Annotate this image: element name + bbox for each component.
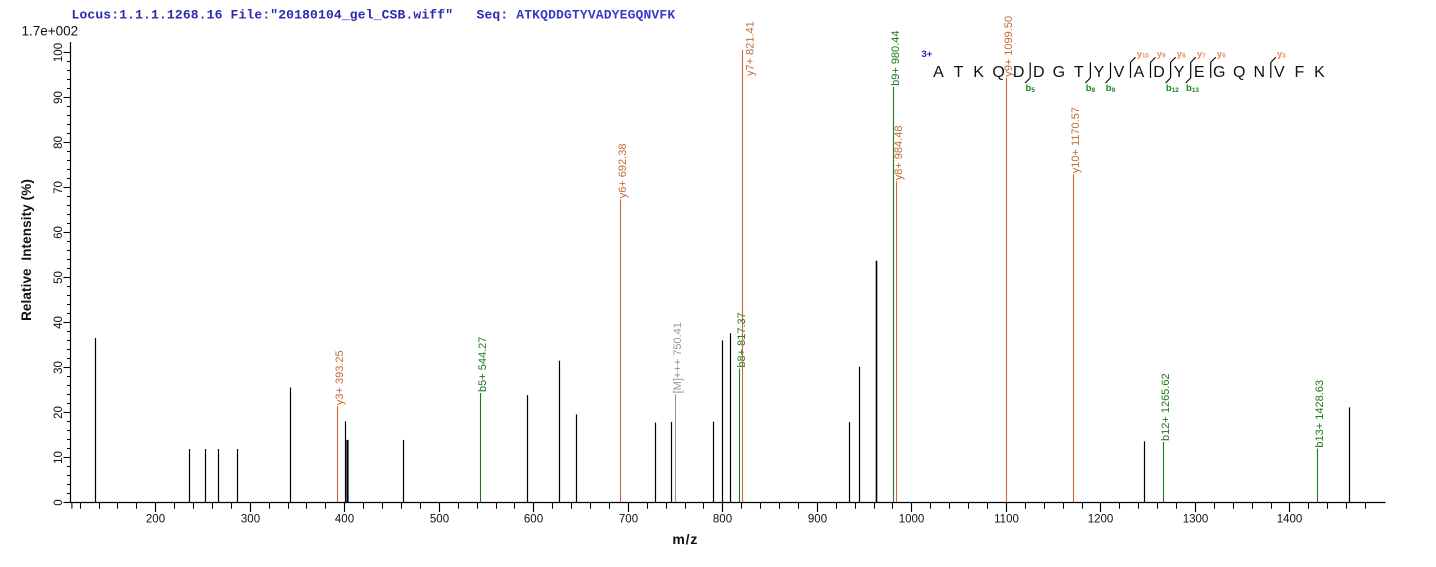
svg-text:b13+ 1428.63: b13+ 1428.63 — [1314, 380, 1326, 448]
svg-text:3+: 3+ — [922, 49, 933, 60]
svg-text:700: 700 — [619, 514, 638, 526]
svg-text:D: D — [1153, 64, 1165, 81]
svg-text:80: 80 — [53, 136, 65, 149]
svg-text:y3+ 393.25: y3+ 393.25 — [334, 350, 346, 405]
svg-text:1000: 1000 — [899, 514, 925, 526]
svg-text:30: 30 — [53, 361, 65, 374]
svg-text:b5+ 544.27: b5+ 544.27 — [477, 337, 489, 392]
svg-text:b12: b12 — [1166, 83, 1179, 94]
svg-text:50: 50 — [53, 271, 65, 284]
svg-text:[M]+++ 750.41: [M]+++ 750.41 — [672, 322, 684, 393]
svg-text:y8: y8 — [1177, 49, 1186, 60]
svg-text:Q: Q — [1233, 64, 1245, 81]
svg-text:K: K — [1314, 64, 1325, 81]
svg-text:b12+ 1265.62: b12+ 1265.62 — [1160, 373, 1172, 441]
svg-text:Relative Intensity (%): Relative Intensity (%) — [19, 179, 34, 321]
svg-text:K: K — [973, 64, 984, 81]
svg-text:y3: y3 — [1277, 49, 1286, 60]
svg-text:70: 70 — [53, 181, 65, 194]
svg-text:G: G — [1053, 64, 1065, 81]
svg-text:y9: y9 — [1157, 49, 1166, 60]
svg-text:90: 90 — [53, 91, 65, 104]
svg-text:y7+ 821.41: y7+ 821.41 — [744, 21, 756, 76]
svg-text:20: 20 — [53, 406, 65, 419]
svg-text:400: 400 — [335, 514, 354, 526]
svg-text:V: V — [1274, 64, 1285, 81]
svg-text:y6: y6 — [1217, 49, 1226, 60]
svg-text:b13: b13 — [1186, 83, 1199, 94]
svg-text:40: 40 — [53, 316, 65, 329]
svg-text:N: N — [1254, 64, 1266, 81]
svg-text:V: V — [1114, 64, 1125, 81]
svg-text:200: 200 — [146, 514, 165, 526]
svg-text:D: D — [1013, 64, 1025, 81]
svg-text:b9+ 980.44: b9+ 980.44 — [890, 31, 902, 86]
svg-text:m/z: m/z — [672, 531, 698, 547]
svg-text:y8+ 984.48: y8+ 984.48 — [893, 126, 905, 181]
svg-text:1400: 1400 — [1277, 514, 1303, 526]
svg-text:y7: y7 — [1197, 49, 1206, 60]
svg-text:y10+ 1170.57: y10+ 1170.57 — [1070, 107, 1082, 173]
svg-text:1100: 1100 — [994, 514, 1019, 526]
svg-text:D: D — [1033, 64, 1045, 81]
svg-text:y6+ 692.38: y6+ 692.38 — [617, 144, 629, 199]
svg-text:G: G — [1213, 64, 1225, 81]
svg-text:Y: Y — [1174, 64, 1185, 81]
svg-text:b9: b9 — [1106, 83, 1116, 94]
svg-text:Q: Q — [992, 64, 1004, 81]
svg-text:Locus:1.1.1.1268.16 File:"2018: Locus:1.1.1.1268.16 File:"20180104_gel_C… — [72, 8, 454, 23]
svg-text:T: T — [954, 64, 964, 81]
svg-text:A: A — [933, 64, 944, 81]
svg-text:1.7e+002: 1.7e+002 — [22, 24, 79, 39]
svg-text:b5: b5 — [1026, 83, 1036, 94]
svg-text:E: E — [1194, 64, 1205, 81]
svg-text:300: 300 — [241, 514, 260, 526]
svg-text:0: 0 — [53, 499, 65, 505]
svg-text:y9+ 1099.50: y9+ 1099.50 — [1003, 16, 1015, 77]
svg-text:900: 900 — [808, 514, 827, 526]
svg-text:800: 800 — [713, 514, 732, 526]
svg-text:1300: 1300 — [1183, 514, 1209, 526]
svg-text:Seq: ATKQDDGTYVADYEGQNVFK: Seq: ATKQDDGTYVADYEGQNVFK — [477, 8, 676, 23]
svg-text:b8+ 817.37: b8+ 817.37 — [736, 312, 748, 367]
svg-text:F: F — [1295, 64, 1305, 81]
svg-text:T: T — [1074, 64, 1084, 81]
svg-text:1200: 1200 — [1088, 514, 1114, 526]
svg-text:y10: y10 — [1137, 49, 1150, 60]
svg-text:60: 60 — [53, 226, 65, 239]
svg-text:b8: b8 — [1086, 83, 1096, 94]
svg-text:A: A — [1134, 64, 1145, 81]
svg-text:10: 10 — [53, 451, 65, 464]
svg-text:500: 500 — [430, 514, 449, 526]
svg-text:Y: Y — [1094, 64, 1105, 81]
svg-text:100: 100 — [53, 43, 65, 62]
svg-text:600: 600 — [524, 514, 543, 526]
